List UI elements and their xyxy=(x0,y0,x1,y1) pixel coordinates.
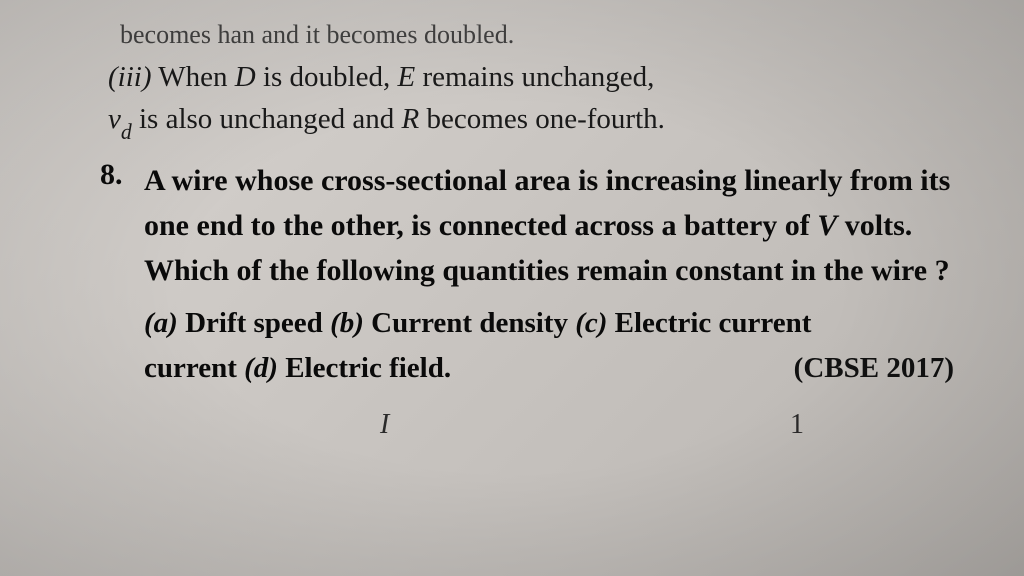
option-c-text: Electric current xyxy=(607,307,811,339)
item-iii-label: (iii) xyxy=(108,61,152,93)
question-text: A wire whose cross-sectional area is inc… xyxy=(144,158,964,293)
text-fragment: is also unchanged and xyxy=(132,103,402,135)
option-b-label: (b) xyxy=(330,307,364,339)
subscript-d: d xyxy=(121,120,132,144)
partial-cutoff-line: becomes han and it becomes doubled. xyxy=(100,20,964,50)
fragment-I: I xyxy=(380,409,389,441)
variable-R: R xyxy=(402,103,420,135)
option-b-text: Current density xyxy=(364,307,575,339)
option-a-label: (a) xyxy=(144,307,178,339)
textbook-page: becomes han and it becomes doubled. (iii… xyxy=(100,20,964,441)
question-8: 8. A wire whose cross-sectional area is … xyxy=(100,158,964,293)
bottom-cutoff-row: I 1 xyxy=(100,391,964,441)
variable-D: D xyxy=(235,61,256,93)
option-c-continued: current xyxy=(144,352,244,384)
fragment-1: 1 xyxy=(790,409,844,441)
option-a-text: Drift speed xyxy=(178,307,330,339)
item-iii-paragraph: (iii) When D is doubled, E remains uncha… xyxy=(100,56,964,144)
text-fragment: When xyxy=(152,61,235,93)
variable-E: E xyxy=(397,61,415,93)
question-number: 8. xyxy=(100,158,144,293)
text-fragment: remains unchanged, xyxy=(415,61,654,93)
option-d-text: Electric field. xyxy=(278,352,451,384)
options-block: (a) Drift speed (b) Current density (c) … xyxy=(100,301,964,391)
cbse-year-tag: (CBSE 2017) xyxy=(794,346,954,391)
text-fragment: is doubled, xyxy=(256,61,398,93)
variable-v: v xyxy=(108,103,121,135)
option-d-label: (d) xyxy=(244,352,278,384)
variable-V: V xyxy=(817,209,837,242)
text-fragment: becomes one-fourth. xyxy=(419,103,665,135)
option-c-label: (c) xyxy=(575,307,607,339)
